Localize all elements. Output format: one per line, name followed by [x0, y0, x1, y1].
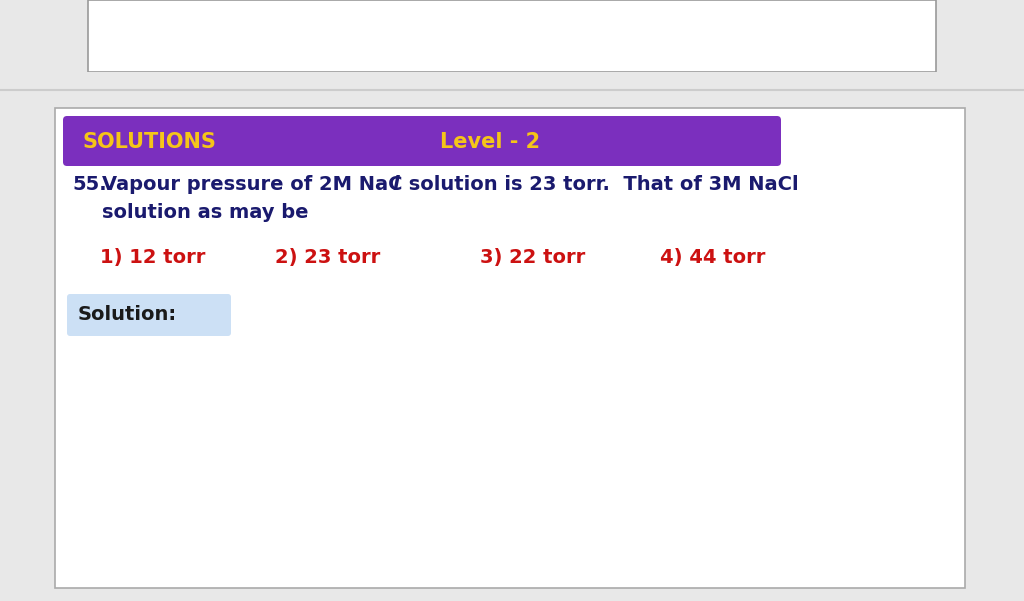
Text: solution as may be: solution as may be	[102, 204, 308, 222]
Text: 4) 44 torr: 4) 44 torr	[660, 248, 765, 267]
FancyBboxPatch shape	[55, 108, 965, 588]
FancyBboxPatch shape	[63, 116, 781, 166]
FancyBboxPatch shape	[88, 0, 936, 72]
Text: 1) 12 torr: 1) 12 torr	[100, 248, 206, 267]
Text: Vapour pressure of 2M NaC: Vapour pressure of 2M NaC	[102, 175, 402, 195]
Text: Level - 2: Level - 2	[440, 132, 540, 152]
Text: 2) 23 torr: 2) 23 torr	[275, 248, 380, 267]
Text: l: l	[392, 175, 398, 195]
Text: solution is 23 torr.  That of 3M NaCl: solution is 23 torr. That of 3M NaCl	[402, 175, 799, 195]
Text: SOLUTIONS: SOLUTIONS	[83, 132, 217, 152]
FancyBboxPatch shape	[67, 294, 231, 336]
Text: 55.: 55.	[72, 175, 106, 195]
FancyBboxPatch shape	[0, 72, 1024, 102]
Text: Solution:: Solution:	[78, 305, 177, 325]
Text: 3) 22 torr: 3) 22 torr	[480, 248, 586, 267]
